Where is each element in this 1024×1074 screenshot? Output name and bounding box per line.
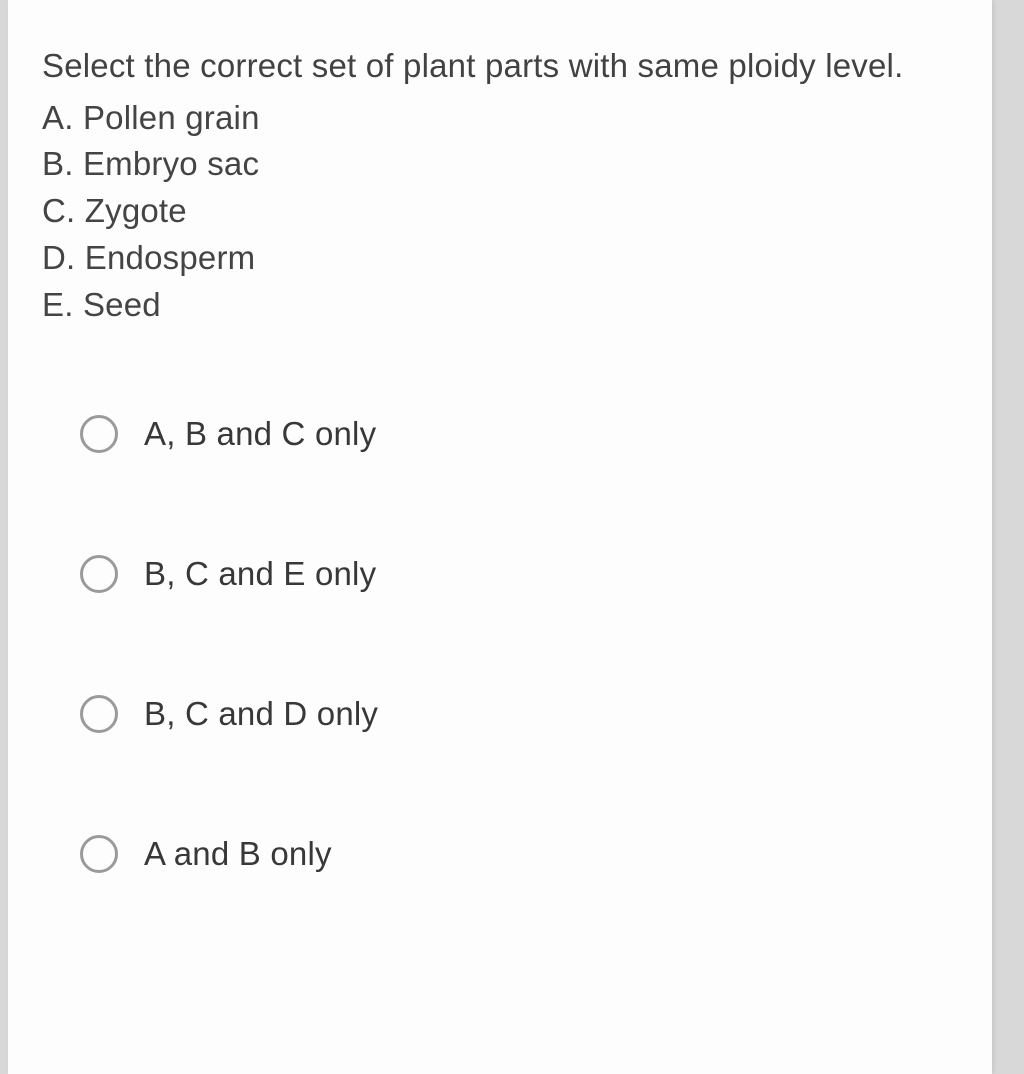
radio-icon (80, 835, 118, 873)
option-3-label: B, C and D only (144, 695, 378, 733)
item-c: C. Zygote (42, 188, 958, 235)
item-e: E. Seed (42, 282, 958, 329)
option-2-label: B, C and E only (144, 555, 376, 593)
item-b: B. Embryo sac (42, 141, 958, 188)
option-4-label: A and B only (144, 835, 332, 873)
question-text: Select the correct set of plant parts wi… (42, 44, 958, 89)
radio-icon (80, 555, 118, 593)
quiz-page: Select the correct set of plant parts wi… (8, 0, 992, 1074)
radio-icon (80, 695, 118, 733)
radio-icon (80, 415, 118, 453)
answer-options: A, B and C only B, C and E only B, C and… (42, 415, 958, 873)
item-d: D. Endosperm (42, 235, 958, 282)
option-1-label: A, B and C only (144, 415, 376, 453)
option-1[interactable]: A, B and C only (80, 415, 958, 453)
option-2[interactable]: B, C and E only (80, 555, 958, 593)
option-4[interactable]: A and B only (80, 835, 958, 873)
question-items: A. Pollen grain B. Embryo sac C. Zygote … (42, 95, 958, 329)
item-a: A. Pollen grain (42, 95, 958, 142)
option-3[interactable]: B, C and D only (80, 695, 958, 733)
